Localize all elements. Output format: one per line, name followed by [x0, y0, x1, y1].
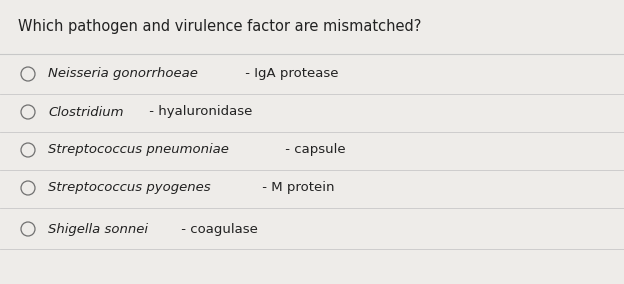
Text: - capsule: - capsule [281, 143, 346, 156]
Text: Shigella sonnei: Shigella sonnei [48, 222, 148, 235]
Text: - coagulase: - coagulase [177, 222, 258, 235]
Text: - IgA protease: - IgA protease [241, 68, 339, 80]
Text: Streptococcus pneumoniae: Streptococcus pneumoniae [48, 143, 229, 156]
Text: Streptococcus pyogenes: Streptococcus pyogenes [48, 181, 211, 195]
Text: Clostridium: Clostridium [48, 105, 124, 118]
Text: - M protein: - M protein [258, 181, 334, 195]
Text: Which pathogen and virulence factor are mismatched?: Which pathogen and virulence factor are … [18, 19, 421, 34]
Text: - hyaluronidase: - hyaluronidase [145, 105, 253, 118]
Text: Neisseria gonorrhoeae: Neisseria gonorrhoeae [48, 68, 198, 80]
